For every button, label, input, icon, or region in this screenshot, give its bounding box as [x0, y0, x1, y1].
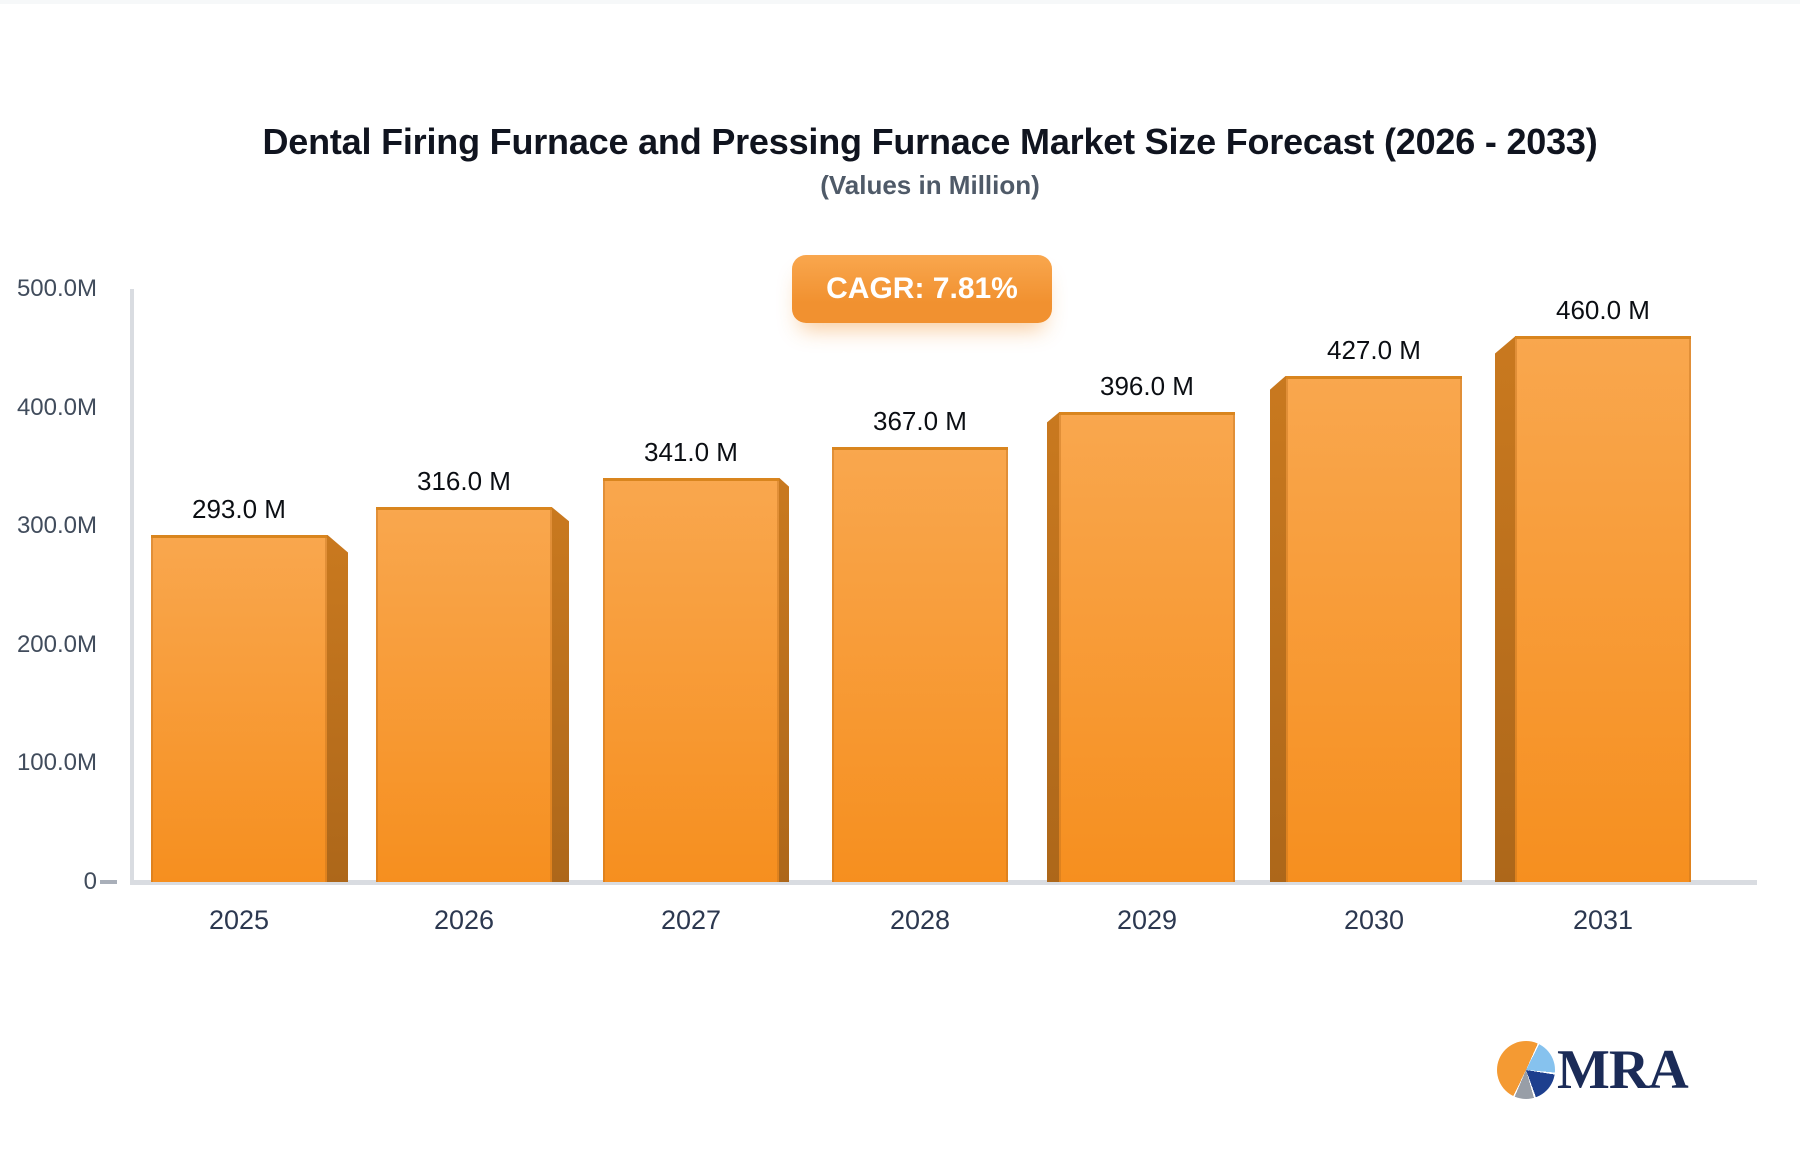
y-axis-tick-label: 400.0M [16, 393, 97, 421]
y-axis-tick-label: 500.0M [16, 275, 97, 302]
bar-2026 [376, 507, 552, 882]
bar-2031 [1515, 336, 1691, 882]
chart-subtitle: (Values in Million) [820, 170, 1040, 200]
bar-3d-side-2030 [1270, 375, 1286, 882]
bar-value-label-2029: 396.0 M [1100, 371, 1194, 402]
bar-value-label-2031: 460.0 M [1556, 295, 1650, 326]
bar-3d-side-2025 [327, 534, 348, 882]
x-axis-label-2028: 2028 [889, 905, 951, 935]
x-axis-label-2025: 2025 [208, 905, 270, 935]
chart-title: Dental Firing Furnace and Pressing Furna… [262, 121, 1598, 163]
x-axis-line [130, 880, 1757, 885]
mra-logo: MRA [1497, 1039, 1689, 1101]
y-axis-tick-label: 300.0M [16, 512, 97, 540]
bar-2029 [1059, 412, 1235, 882]
cagr-badge: CAGR: 7.81% [792, 255, 1052, 323]
bar-2030 [1286, 375, 1462, 882]
x-axis-label-2031: 2031 [1572, 905, 1634, 935]
x-axis-label-2029: 2029 [1116, 905, 1178, 935]
y-axis-tick-label: 0 [83, 868, 97, 895]
page-top-edge [0, 0, 1800, 4]
bar-3d-side-2029 [1047, 412, 1059, 882]
bar-value-label-2027: 341.0 M [644, 436, 738, 467]
x-axis-label-2026: 2026 [433, 905, 495, 935]
bar-value-label-2025: 293.0 M [192, 493, 286, 524]
mra-logo-text: MRA [1557, 1039, 1689, 1101]
bar-2028 [832, 446, 1008, 882]
mra-pie-chart-icon [1497, 1041, 1555, 1099]
x-axis-label-2030: 2030 [1343, 905, 1405, 935]
bar-3d-side-2027 [779, 477, 789, 882]
y-axis-tick-label: 100.0M [16, 749, 97, 777]
bar-value-label-2030: 427.0 M [1327, 334, 1421, 365]
y-axis-tick-label: 200.0M [16, 630, 97, 658]
bar-2027 [603, 477, 779, 882]
zero-tick-mark [100, 880, 117, 884]
bar-value-label-2028: 367.0 M [873, 405, 967, 436]
bar-3d-side-2026 [552, 507, 569, 882]
y-axis-line [130, 289, 134, 884]
bar-value-label-2026: 316.0 M [417, 466, 511, 497]
bar-3d-side-2031 [1495, 336, 1515, 882]
x-axis-label-2027: 2027 [660, 905, 722, 935]
bar-2025 [151, 534, 327, 882]
